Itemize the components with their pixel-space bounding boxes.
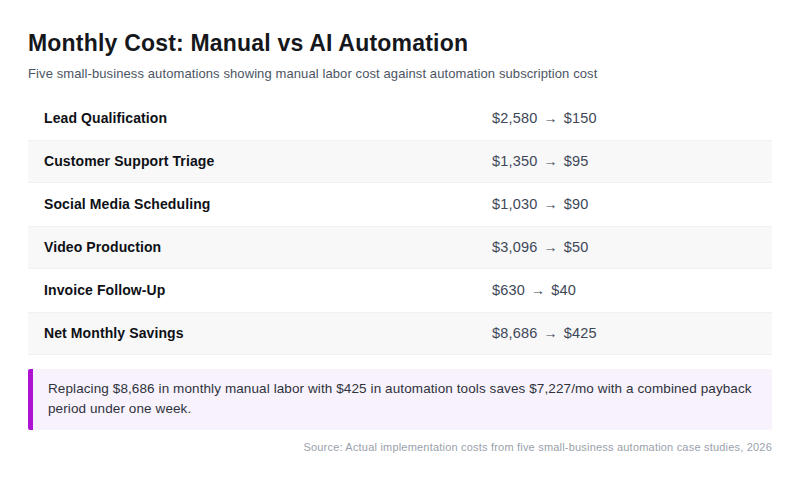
row-value: $3,096 → $50 [492,239,589,255]
page-subtitle: Five small-business automations showing … [28,66,772,81]
table-row-net-savings: Net Monthly Savings $8,686 → $425 [28,312,772,355]
page-title: Monthly Cost: Manual vs AI Automation [28,30,772,58]
automation-cost: $90 [564,196,589,212]
arrow-right-icon: → [531,282,545,298]
table-row: Lead Qualification $2,580 → $150 [28,97,772,140]
manual-cost: $3,096 [492,239,538,255]
row-value: $2,580 → $150 [492,110,597,126]
row-value: $630 → $40 [492,282,576,298]
automation-cost: $150 [564,110,597,126]
cost-comparison-table: Lead Qualification $2,580 → $150 Custome… [28,97,772,355]
row-label: Social Media Scheduling [28,196,492,212]
row-label: Invoice Follow-Up [28,282,492,298]
automation-cost: $50 [564,239,589,255]
arrow-right-icon: → [544,239,558,255]
manual-cost: $630 [492,282,525,298]
table-row: Invoice Follow-Up $630 → $40 [28,269,772,312]
table-row: Video Production $3,096 → $50 [28,226,772,269]
source-note: Source: Actual implementation costs from… [28,441,772,453]
arrow-right-icon: → [544,325,558,341]
row-value: $1,350 → $95 [492,153,589,169]
table-row: Social Media Scheduling $1,030 → $90 [28,183,772,226]
row-label: Net Monthly Savings [28,325,492,341]
table-row: Customer Support Triage $1,350 → $95 [28,140,772,183]
automation-cost: $425 [564,325,597,341]
summary-callout: Replacing $8,686 in monthly manual labor… [28,369,772,430]
row-label: Video Production [28,239,492,255]
row-value: $1,030 → $90 [492,196,589,212]
arrow-right-icon: → [544,110,558,126]
summary-callout-text: Replacing $8,686 in monthly manual labor… [48,379,752,419]
manual-cost: $1,350 [492,153,538,169]
arrow-right-icon: → [544,196,558,212]
automation-cost: $40 [551,282,576,298]
automation-cost: $95 [564,153,589,169]
row-value: $8,686 → $425 [492,325,597,341]
row-label: Customer Support Triage [28,153,492,169]
row-label: Lead Qualification [28,110,492,126]
infographic-card: Monthly Cost: Manual vs AI Automation Fi… [0,0,800,500]
arrow-right-icon: → [544,153,558,169]
manual-cost: $2,580 [492,110,538,126]
manual-cost: $1,030 [492,196,538,212]
manual-cost: $8,686 [492,325,538,341]
